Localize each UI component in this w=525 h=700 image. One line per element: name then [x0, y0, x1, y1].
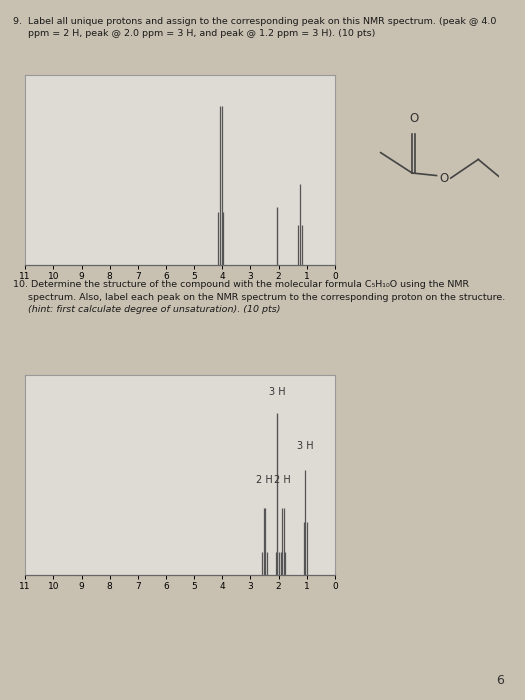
Text: 9.  Label all unique protons and assign to the corresponding peak on this NMR sp: 9. Label all unique protons and assign t… — [13, 18, 497, 27]
Text: O: O — [409, 113, 418, 125]
Text: 2 H: 2 H — [275, 475, 291, 485]
Text: 3 H: 3 H — [297, 441, 314, 451]
Text: spectrum. Also, label each peak on the NMR spectrum to the corresponding proton : spectrum. Also, label each peak on the N… — [13, 293, 506, 302]
Text: O: O — [439, 172, 448, 185]
Text: (hint: first calculate degree of unsaturation). (10 pts): (hint: first calculate degree of unsatur… — [13, 305, 281, 314]
Text: 10. Determine the structure of the compound with the molecular formula C₅H₁₀O us: 10. Determine the structure of the compo… — [13, 280, 469, 289]
Text: 6: 6 — [496, 674, 504, 687]
Text: 3 H: 3 H — [269, 387, 286, 398]
Text: 2 H: 2 H — [256, 475, 273, 485]
Text: ppm = 2 H, peak @ 2.0 ppm = 3 H, and peak @ 1.2 ppm = 3 H). (10 pts): ppm = 2 H, peak @ 2.0 ppm = 3 H, and pea… — [13, 29, 375, 38]
